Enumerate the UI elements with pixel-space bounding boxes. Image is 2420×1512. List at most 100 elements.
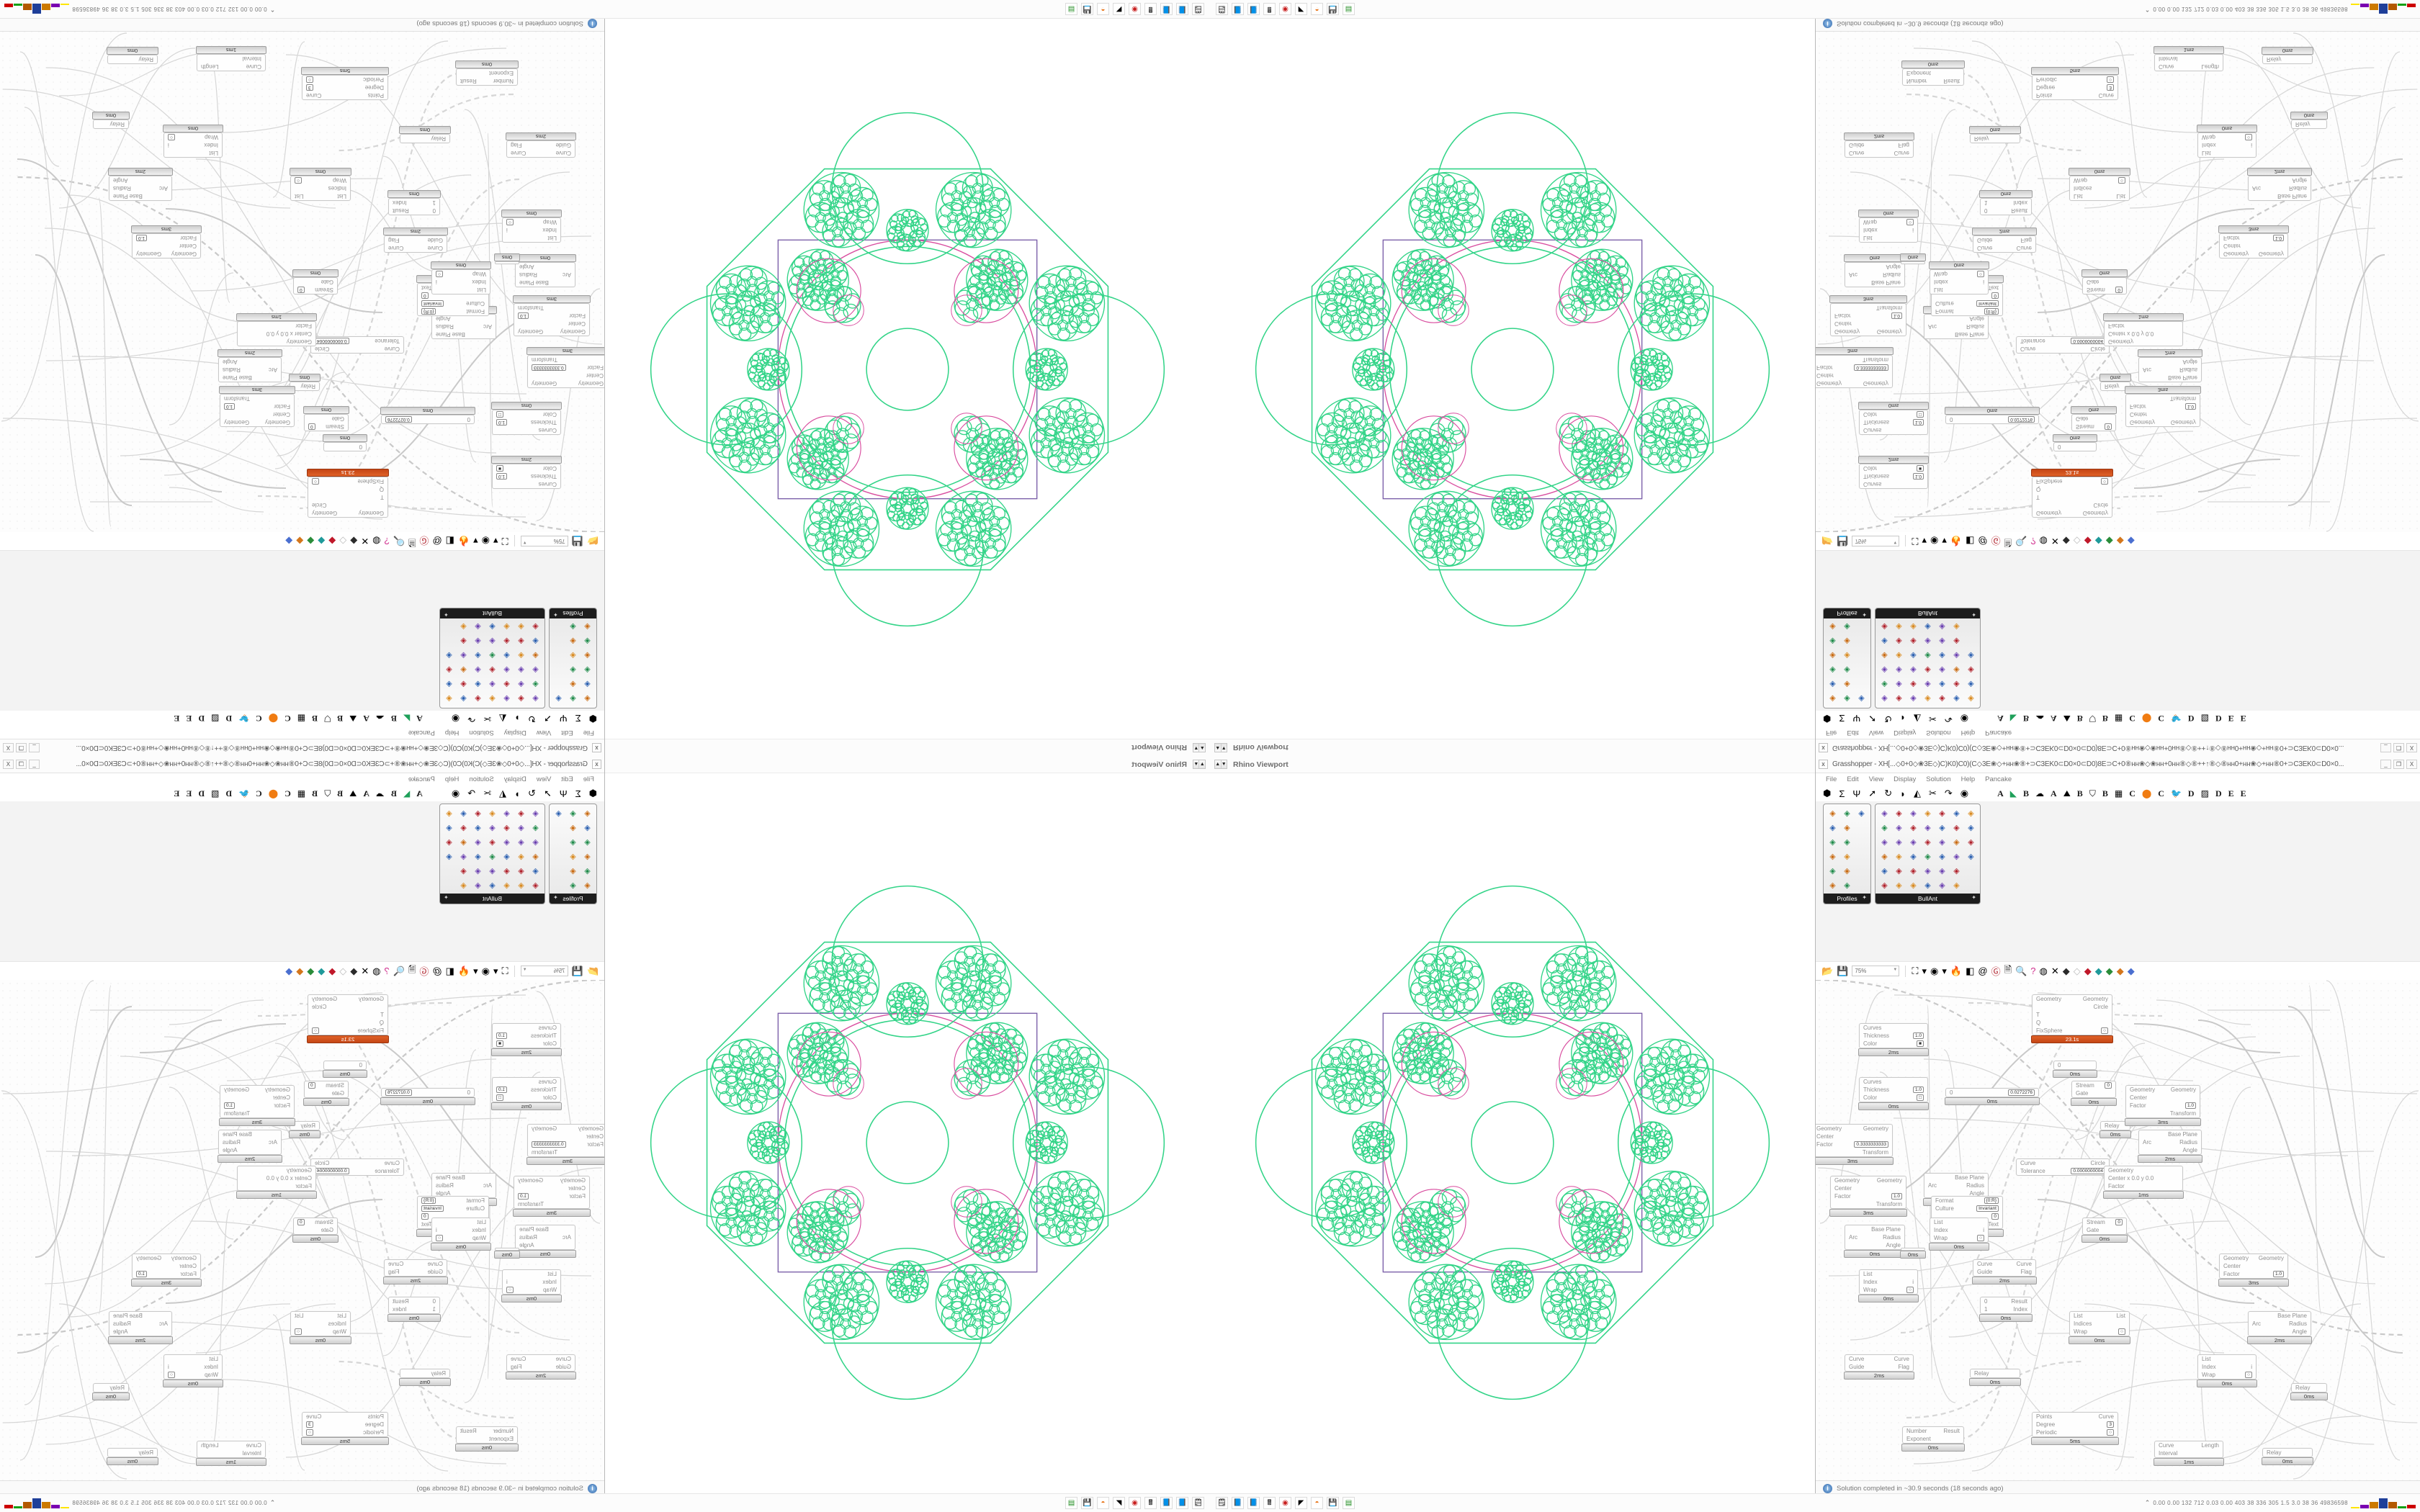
gh-param-value[interactable]: 0 bbox=[297, 1219, 305, 1225]
gh-param-value[interactable]: ○ bbox=[1906, 1287, 1914, 1293]
cone-split-icon[interactable]: ◈ bbox=[1881, 694, 1888, 703]
orange-surface-icon[interactable]: ◈ bbox=[1924, 665, 1931, 674]
minimize-button[interactable]: _ bbox=[2380, 743, 2391, 752]
gh-component[interactable]: 0 0ms bbox=[323, 1061, 367, 1078]
menu-item-display[interactable]: Display bbox=[503, 729, 526, 737]
small-box-icon[interactable]: ◈ bbox=[1858, 694, 1865, 703]
gh-component[interactable]: Stream 0 Gate 0ms bbox=[292, 1218, 339, 1243]
pentagon-icon[interactable]: ◈ bbox=[503, 867, 510, 876]
palette-label[interactable]: Profiles ✦ bbox=[1824, 894, 1870, 904]
ribbon-tab-4[interactable]: B bbox=[312, 714, 318, 724]
c-orange-ellipse-icon[interactable]: ⬤ bbox=[268, 714, 279, 724]
ribbon-tab-9[interactable]: E bbox=[186, 788, 192, 798]
white-drop-icon[interactable]: ◇ bbox=[339, 536, 347, 547]
gh-param-value[interactable]: 0 bbox=[1991, 292, 1999, 299]
notepad-icon[interactable]: 📘 bbox=[1176, 1497, 1188, 1509]
ribbon-tab-1[interactable]: B bbox=[2023, 788, 2030, 798]
close-button[interactable]: X bbox=[3, 760, 14, 769]
red-seal-icon[interactable]: ◉ bbox=[1129, 3, 1141, 15]
menu-item-help[interactable]: Help bbox=[444, 729, 460, 737]
ribbon-tab-0[interactable]: A bbox=[1997, 788, 2004, 798]
lock-icon[interactable]: ◈ bbox=[1939, 838, 1945, 847]
help-pink-icon[interactable]: ? bbox=[384, 536, 390, 546]
gh-component[interactable]: List Index i Wrap ○ 0ms bbox=[431, 261, 491, 294]
menu-item-edit[interactable]: Edit bbox=[561, 775, 573, 783]
search-s-icon[interactable]: 🔍 bbox=[393, 536, 405, 547]
circle-ring-icon[interactable]: ◈ bbox=[1844, 881, 1850, 890]
vector-arrow-icon[interactable]: ➚ bbox=[1868, 788, 1877, 798]
floppy-blue-icon[interactable]: 💾 bbox=[1327, 1497, 1339, 1509]
notepad-icon[interactable]: 📘 bbox=[1232, 3, 1244, 15]
seq-arrow-icon[interactable]: ◈ bbox=[1881, 867, 1888, 876]
a-green-gem-icon[interactable]: ◣ bbox=[2009, 714, 2017, 724]
rhino-viewport-canvas[interactable] bbox=[1210, 773, 1815, 1512]
intersect-scissors-icon[interactable]: ✂ bbox=[483, 714, 492, 724]
menu-item-pancake[interactable]: Pancake bbox=[408, 729, 435, 737]
picture-frame-icon[interactable]: ◈ bbox=[460, 881, 467, 890]
teal-drop-icon[interactable]: ◆ bbox=[318, 965, 326, 976]
red-frame-icon[interactable]: ◈ bbox=[1939, 824, 1945, 832]
gh-component[interactable]: 0 Result 1 Index 0ms bbox=[1979, 1297, 2033, 1322]
gh-param-value[interactable]: 1.0 bbox=[1912, 1086, 1924, 1093]
i-beam-icon[interactable]: ◈ bbox=[570, 680, 576, 688]
gh-param-value[interactable]: 0 bbox=[2115, 287, 2123, 293]
ring-icon[interactable]: ◈ bbox=[1910, 838, 1917, 847]
pentagon-icon[interactable]: ◈ bbox=[1939, 809, 1945, 818]
i-beam-stamp-icon[interactable]: ◈ bbox=[584, 694, 591, 703]
menu-item-view[interactable]: View bbox=[536, 775, 552, 783]
gh-component[interactable]: Curve Circle Tolerance 0.0000000004 bbox=[2016, 336, 2110, 354]
preview-eye-icon[interactable]: ◉ bbox=[1930, 536, 1939, 547]
palette-label[interactable]: BullAnt ✦ bbox=[1876, 894, 1980, 904]
c-bird-icon[interactable]: 🐦 bbox=[2170, 788, 2182, 798]
gh-component[interactable]: Stream 0 Gate 0ms bbox=[2081, 269, 2128, 294]
a-white-cloud-icon[interactable]: ☁ bbox=[2035, 714, 2045, 724]
maths-sigma-icon[interactable]: Σ bbox=[1839, 788, 1845, 799]
gh-component[interactable]: Relay 0ms bbox=[2262, 47, 2313, 64]
gh-component[interactable]: List Index i Wrap ○ 0ms bbox=[501, 210, 562, 243]
ribbon-tab-9[interactable]: E bbox=[2228, 788, 2234, 798]
yellow-plane-icon[interactable]: ◈ bbox=[532, 651, 539, 660]
grasshopper-titlebar[interactable]: x Grasshopper - XH[...◇0+0◇❀3E◇)C)K0)C0)… bbox=[0, 756, 604, 773]
e-matrix-icon[interactable]: ▨ bbox=[211, 714, 220, 724]
search-s-icon[interactable]: 🔍 bbox=[2015, 965, 2027, 976]
seq-arrow-icon[interactable]: ◈ bbox=[1881, 636, 1888, 645]
mesh-cone-icon[interactable]: ◭ bbox=[499, 714, 507, 724]
spinner-up-arrow[interactable]: ▲ bbox=[1215, 762, 1221, 767]
gh-param-value[interactable]: □ bbox=[1917, 1094, 1924, 1101]
orange-surface-icon[interactable]: ◈ bbox=[489, 838, 496, 847]
gh-component[interactable]: List List Indices Wrap ○ 0ms bbox=[290, 168, 351, 201]
gh-component[interactable]: Geometry Geometry Center Factor 1.0 3ms bbox=[131, 1254, 202, 1287]
gh-param-value[interactable]: 1.0 bbox=[1912, 1032, 1924, 1039]
c-orange-ellipse-icon[interactable]: ⬤ bbox=[268, 788, 279, 798]
mesh-cone-icon[interactable]: ◭ bbox=[1913, 714, 1921, 724]
ribbon-tab-6[interactable]: C bbox=[256, 788, 262, 798]
viewport-spinner[interactable]: ▲ ▼ bbox=[1193, 760, 1206, 769]
grasshopper-canvas[interactable]: Curves Thickness 1.0 Color ■ 2ms Curves Thickne… bbox=[0, 980, 604, 1480]
cow-icon[interactable]: ◤ bbox=[1295, 1497, 1307, 1509]
caret-icon[interactable]: ▾ bbox=[473, 536, 478, 547]
gh-component[interactable]: Curves Thickness 1.0 Color □ 0ms bbox=[1858, 1077, 1929, 1110]
gh-component[interactable]: Relay 0ms bbox=[92, 1383, 130, 1400]
open-folder-icon[interactable]: 📂 bbox=[1821, 965, 1834, 976]
square-tube-icon[interactable]: ◈ bbox=[1844, 694, 1850, 703]
cone-split-icon[interactable]: ◈ bbox=[532, 694, 539, 703]
b-grid-icon[interactable]: ▦ bbox=[2114, 788, 2123, 798]
caret-icon[interactable]: ▾ bbox=[1922, 536, 1927, 547]
spinner-up-arrow[interactable]: ▲ bbox=[1215, 745, 1221, 750]
cow-icon[interactable]: ◤ bbox=[1113, 3, 1125, 15]
circle-tube-icon[interactable]: ◈ bbox=[1829, 867, 1836, 876]
gh-component[interactable]: Geometry Center x 0.0 y 0.0 Factor 1ms bbox=[2103, 313, 2184, 346]
menu-item-solution[interactable]: Solution bbox=[469, 729, 494, 737]
c-orange-ellipse-icon[interactable]: ⬤ bbox=[2141, 714, 2152, 724]
rhino-viewport-titlebar[interactable]: ▲ ▼ Rhino Viewport bbox=[1210, 756, 1815, 773]
small-box-icon[interactable]: ◈ bbox=[555, 694, 562, 703]
ring-icon[interactable]: ◈ bbox=[1896, 824, 1902, 832]
orange-surface-icon[interactable]: ◈ bbox=[532, 622, 539, 631]
gh-param-value[interactable]: 0 bbox=[308, 423, 315, 430]
i-beam-stamp-icon[interactable]: ◈ bbox=[570, 636, 576, 645]
menu-item-display[interactable]: Display bbox=[1894, 729, 1917, 737]
gha-icon[interactable]: Ⓖ bbox=[1991, 966, 2001, 977]
menu-item-help[interactable]: Help bbox=[1960, 775, 1976, 783]
spinner-down-arrow[interactable]: ▼ bbox=[1193, 760, 1200, 768]
